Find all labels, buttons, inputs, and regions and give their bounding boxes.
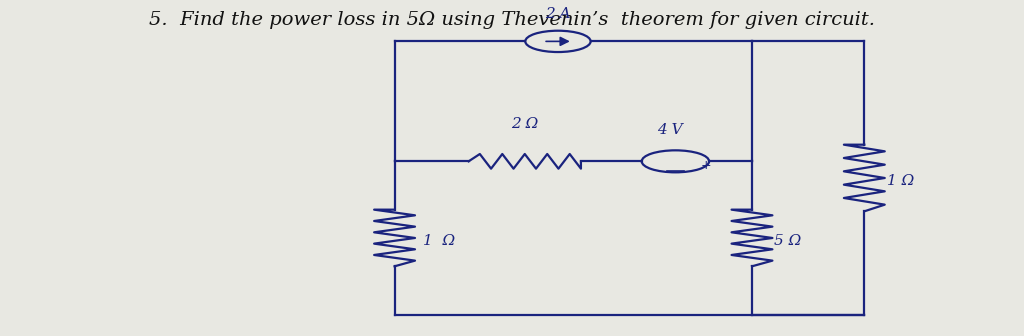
Text: 1 Ω: 1 Ω	[887, 174, 914, 188]
Text: 5 Ω: 5 Ω	[774, 234, 802, 248]
Text: 2 Ω: 2 Ω	[511, 117, 539, 131]
Text: +: +	[700, 159, 712, 172]
Text: 5.  Find the power loss in 5Ω using Thevenin’s  theorem for given circuit.: 5. Find the power loss in 5Ω using Theve…	[150, 11, 874, 29]
Text: 1  Ω: 1 Ω	[423, 234, 456, 248]
Text: 4 V: 4 V	[657, 123, 683, 137]
Text: 2 A: 2 A	[545, 7, 570, 21]
